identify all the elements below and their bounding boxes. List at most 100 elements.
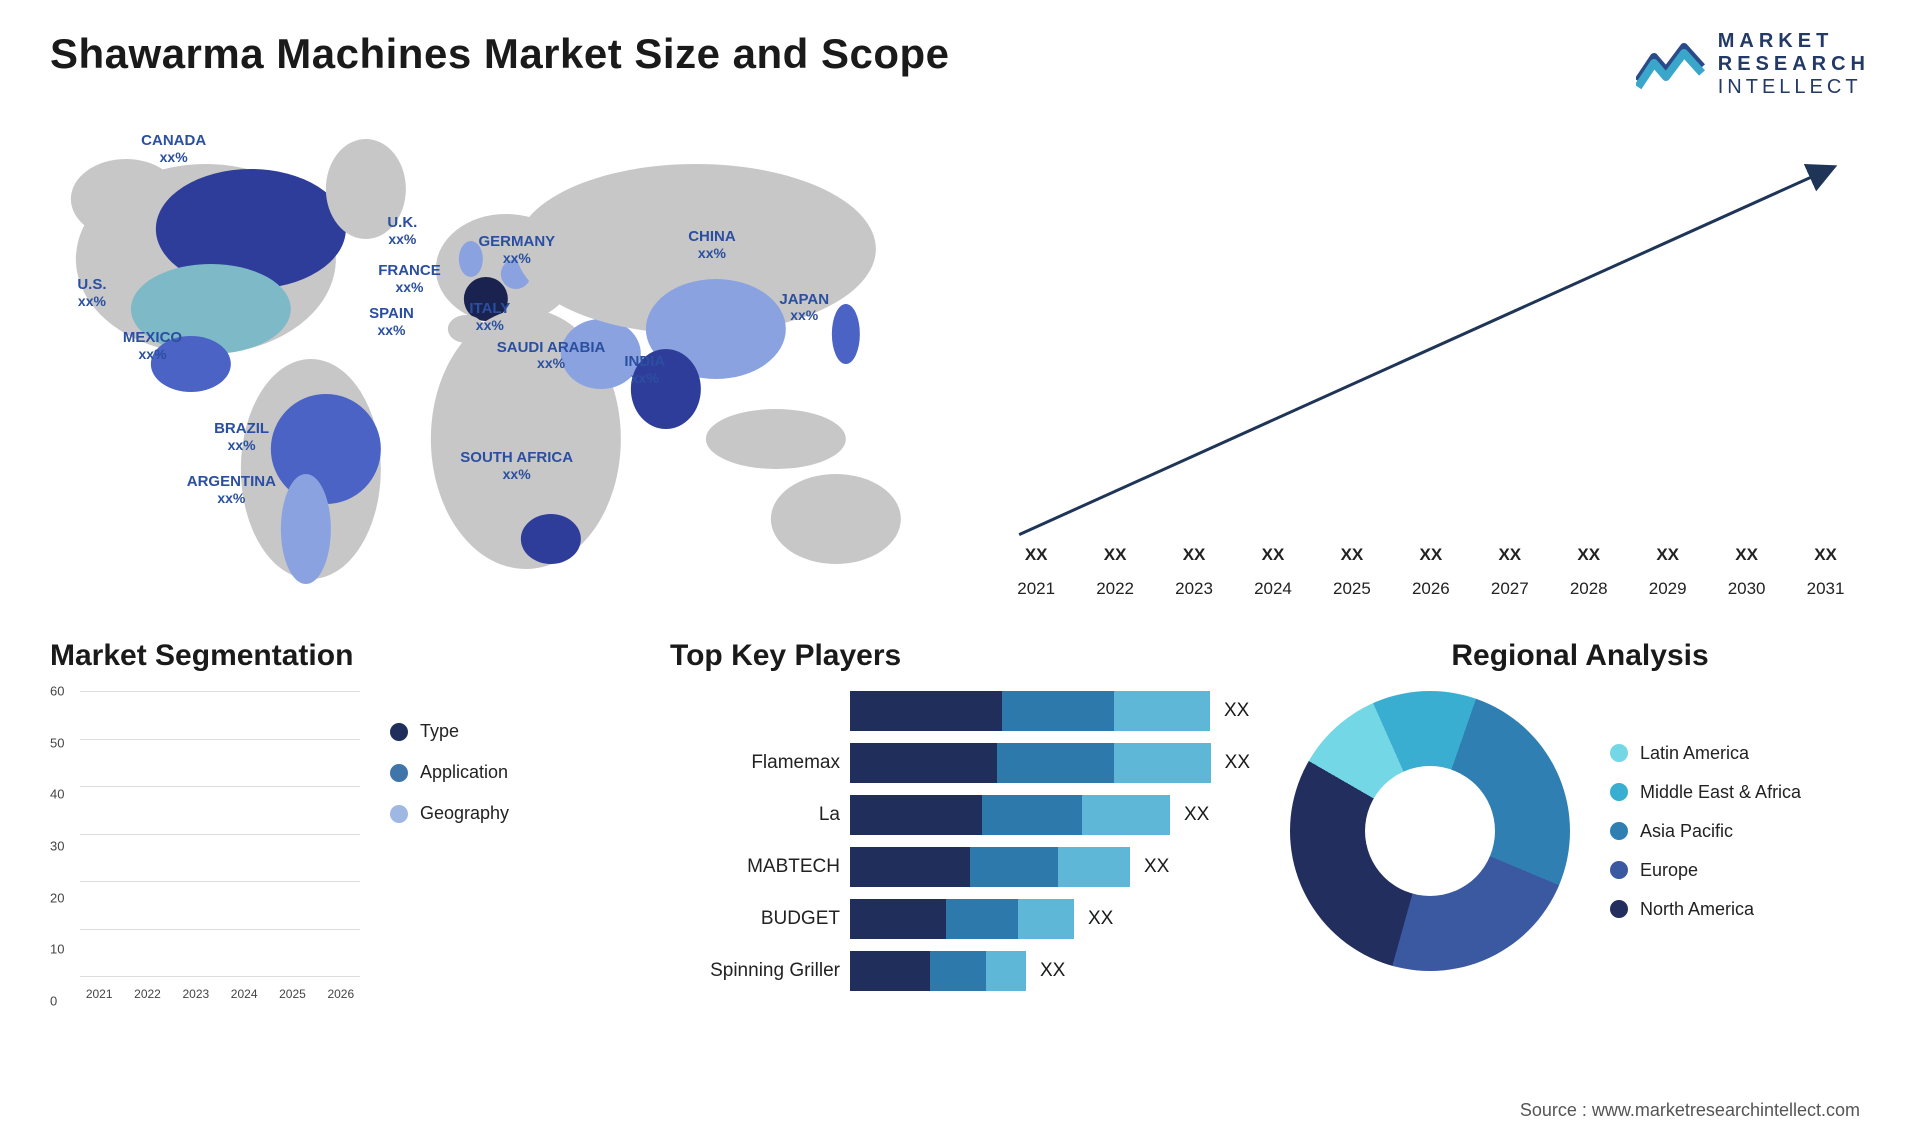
seg-y-tick: 20: [50, 890, 64, 905]
kp-bar: [850, 691, 1210, 731]
kp-value: XX: [1088, 908, 1113, 930]
brand-logo: MARKET RESEARCH INTELLECT: [1636, 30, 1870, 99]
seg-year-label: 2025: [273, 987, 311, 1001]
legend-item: Europe: [1610, 860, 1801, 881]
seg-year-label: 2026: [322, 987, 360, 1001]
growth-bar-label: XX: [1025, 545, 1048, 565]
legend-label: Asia Pacific: [1640, 821, 1733, 842]
seg-year-label: 2021: [80, 987, 118, 1001]
map-label: MEXICOxx%: [123, 330, 182, 362]
logo-mark-icon: [1636, 37, 1706, 93]
kp-value: XX: [1225, 752, 1250, 774]
kp-bar: [850, 951, 1026, 991]
map-label: U.K.xx%: [387, 215, 417, 247]
kp-name: BUDGET: [670, 908, 840, 930]
growth-year-label: 2021: [1002, 579, 1071, 599]
seg-y-tick: 30: [50, 839, 64, 854]
growth-year-label: 2026: [1396, 579, 1465, 599]
seg-y-tick: 40: [50, 787, 64, 802]
legend-label: North America: [1640, 899, 1754, 920]
growth-year-label: 2027: [1475, 579, 1544, 599]
growth-bar: XX: [1633, 545, 1702, 569]
regional-legend: Latin America Middle East & Africa Asia Pa…: [1610, 743, 1801, 920]
segmentation-chart: 202120222023202420252026 0102030405060: [50, 691, 360, 1001]
header: Shawarma Machines Market Size and Scope …: [50, 30, 1870, 99]
legend-item: North America: [1610, 899, 1801, 920]
map-label: SOUTH AFRICAxx%: [460, 450, 573, 482]
growth-bar: XX: [1475, 545, 1544, 569]
kp-name: MABTECH: [670, 856, 840, 878]
kp-row: FlamemaxXX: [850, 743, 1250, 783]
growth-bar-label: XX: [1498, 545, 1521, 565]
seg-y-tick: 10: [50, 942, 64, 957]
world-map-panel: CANADAxx% U.S.xx% MEXICOxx% BRAZILxx% ARGENT…: [50, 119, 962, 599]
growth-bar-label: XX: [1656, 545, 1679, 565]
map-label: SAUDI ARABIAxx%: [497, 340, 606, 372]
growth-chart-panel: XX XX XX XX XX XX XX XX XX XX XX 2021 2022 2023 2024 2…: [1002, 119, 1870, 599]
legend-label: Middle East & Africa: [1640, 782, 1801, 803]
growth-bar-label: XX: [1420, 545, 1443, 565]
growth-bar-label: XX: [1814, 545, 1837, 565]
legend-item: Application: [390, 762, 509, 783]
legend-item: Latin America: [1610, 743, 1801, 764]
growth-bar-label: XX: [1183, 545, 1206, 565]
key-players-chart: XXFlamemaxXXLaXXMABTECHXXBUDGETXXSpinnin…: [670, 691, 1250, 1011]
growth-year-label: 2028: [1554, 579, 1623, 599]
growth-year-label: 2024: [1239, 579, 1308, 599]
regional-title: Regional Analysis: [1290, 639, 1870, 673]
map-label: U.S.xx%: [77, 277, 106, 309]
kp-bar: [850, 795, 1170, 835]
segmentation-title: Market Segmentation: [50, 639, 630, 673]
growth-bar: XX: [1081, 545, 1150, 569]
legend-swatch-icon: [1610, 744, 1628, 762]
growth-bar-label: XX: [1104, 545, 1127, 565]
map-label: ITALYxx%: [469, 301, 510, 333]
kp-value: XX: [1144, 856, 1169, 878]
growth-year-label: 2023: [1160, 579, 1229, 599]
regional-donut-chart: [1290, 691, 1570, 971]
page-title: Shawarma Machines Market Size and Scope: [50, 30, 950, 78]
seg-y-tick: 60: [50, 684, 64, 699]
map-label: GERMANYxx%: [479, 234, 556, 266]
kp-row: BUDGETXX: [850, 899, 1250, 939]
growth-chart: XX XX XX XX XX XX XX XX XX XX XX 2021 2022 2023 2024 2…: [1002, 139, 1860, 599]
legend-label: Latin America: [1640, 743, 1749, 764]
seg-y-tick: 0: [50, 994, 57, 1009]
source-attribution: Source : www.marketresearchintellect.com: [1520, 1100, 1860, 1121]
growth-bar: XX: [1712, 545, 1781, 569]
legend-item: Middle East & Africa: [1610, 782, 1801, 803]
growth-bar: XX: [1554, 545, 1623, 569]
top-row: CANADAxx% U.S.xx% MEXICOxx% BRAZILxx% ARGENT…: [50, 119, 1870, 599]
growth-year-label: 2031: [1791, 579, 1860, 599]
kp-bar: [850, 743, 1211, 783]
seg-year-label: 2022: [128, 987, 166, 1001]
seg-year-label: 2023: [177, 987, 215, 1001]
bottom-row: Market Segmentation 2021 2022 2023 2024 2025…: [50, 639, 1870, 1059]
map-label: BRAZILxx%: [214, 421, 269, 453]
kp-value: XX: [1040, 960, 1065, 982]
map-label: CANADAxx%: [141, 133, 206, 165]
key-players-panel: Top Key Players XXFlamemaxXXLaXXMABTECHX…: [670, 639, 1250, 1059]
seg-y-tick: 50: [50, 735, 64, 750]
kp-bar: [850, 899, 1074, 939]
legend-label: Type: [420, 721, 459, 742]
map-label: INDIAxx%: [624, 354, 665, 386]
growth-year-label: 2030: [1712, 579, 1781, 599]
kp-name: Flamemax: [670, 752, 840, 774]
logo-text: MARKET RESEARCH INTELLECT: [1718, 30, 1870, 99]
growth-bar: XX: [1791, 545, 1860, 569]
segmentation-panel: Market Segmentation 2021 2022 2023 2024 2025…: [50, 639, 630, 1059]
growth-year-label: 2029: [1633, 579, 1702, 599]
map-label: FRANCExx%: [378, 263, 441, 295]
legend-label: Application: [420, 762, 508, 783]
growth-bar-label: XX: [1262, 545, 1285, 565]
growth-bar: XX: [1239, 545, 1308, 569]
map-label: ARGENTINAxx%: [187, 474, 276, 506]
growth-bar-label: XX: [1735, 545, 1758, 565]
growth-year-label: 2022: [1081, 579, 1150, 599]
growth-bar: XX: [1160, 545, 1229, 569]
legend-item: Type: [390, 721, 509, 742]
seg-year-label: 2024: [225, 987, 263, 1001]
kp-row: Spinning GrillerXX: [850, 951, 1250, 991]
growth-bar: XX: [1317, 545, 1386, 569]
